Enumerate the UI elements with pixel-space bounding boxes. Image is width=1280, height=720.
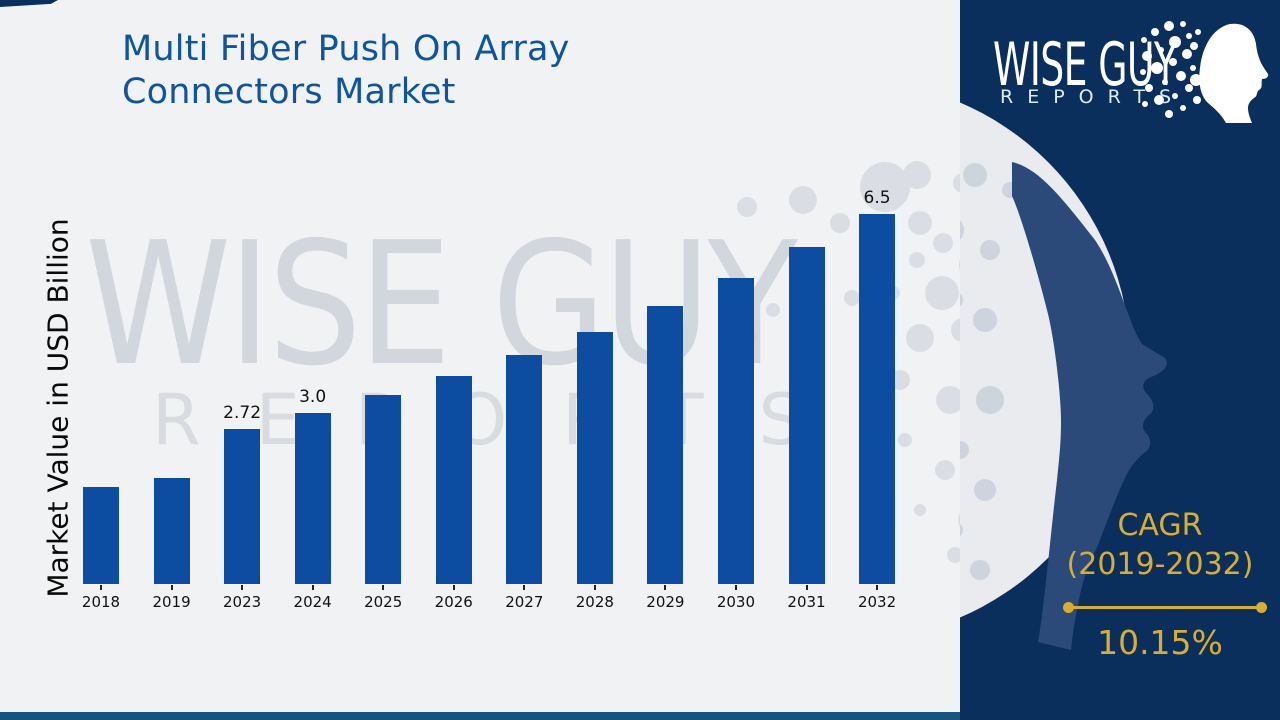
brand-panel: WISE GUY REPORTS CAGR (2019-2032) 10.15% (960, 0, 1280, 720)
x-axis-tick (241, 585, 244, 590)
x-axis-tick (311, 585, 314, 590)
top-left-accent-shape (0, 0, 58, 7)
x-tick-label: 2025 (364, 593, 403, 611)
bar (647, 306, 684, 584)
bar (506, 355, 543, 584)
cagr-block: CAGR (2019-2032) 10.15% (1055, 506, 1267, 663)
bar (788, 247, 825, 584)
x-tick-label: 2030 (716, 593, 756, 611)
bar-value-label: 6.5 (863, 188, 891, 208)
x-tick-label: 2023 (223, 593, 262, 611)
x-axis-tick (734, 585, 737, 590)
logo-face-icon (1140, 21, 1269, 123)
cagr-label: CAGR (1117, 508, 1203, 543)
x-axis-tick (805, 585, 808, 590)
x-tick-label: 2024 (293, 593, 332, 611)
page-title-line2: Connectors Market (122, 72, 456, 112)
x-tick-label: 2026 (434, 593, 473, 611)
y-axis-title: Market Value in USD Billion (41, 218, 75, 598)
bar-value-label: 3.0 (299, 387, 327, 407)
bar (576, 332, 613, 584)
face-profile-shape (1012, 162, 1167, 650)
x-tick-label: 2028 (575, 593, 614, 611)
x-tick-label: 2027 (505, 593, 544, 611)
bar (294, 413, 331, 584)
page-title-line1: Multi Fiber Push On Array (122, 29, 570, 69)
cagr-value: 10.15% (1097, 623, 1223, 662)
bar (224, 429, 261, 584)
x-tick-label: 2018 (81, 593, 121, 611)
x-axis-tick (100, 585, 102, 590)
bar (153, 478, 190, 584)
cagr-divider-line (1063, 602, 1267, 613)
logo-subtitle: REPORTS (1000, 86, 1186, 108)
bar (717, 278, 754, 584)
page-title: Multi Fiber Push On Array Connectors Mar… (122, 28, 570, 114)
x-axis-tick (452, 585, 455, 590)
watermark-text-wiseguy: WISE GUY (85, 206, 798, 404)
bar-value-label: 2.72 (223, 403, 262, 423)
x-axis-tick (170, 585, 173, 590)
cagr-range: (2019-2032) (1066, 547, 1254, 582)
x-axis-tick (382, 585, 385, 590)
bar (365, 395, 402, 584)
x-tick-label: 2031 (787, 593, 826, 611)
x-tick-label: 2019 (152, 593, 191, 611)
x-axis-tick (593, 585, 596, 590)
x-axis-tick (523, 585, 526, 590)
x-axis-tick (664, 585, 667, 590)
x-tick-label: 2029 (646, 593, 685, 611)
panel-face-silhouette (960, 162, 1167, 650)
x-tick-label: 2032 (857, 593, 897, 611)
watermark-text-reports: REPORTS (152, 379, 858, 461)
bar (435, 376, 472, 584)
bottom-accent-strip (0, 712, 962, 720)
bar (83, 487, 119, 584)
bar (859, 214, 896, 584)
x-axis-tick (876, 585, 879, 590)
